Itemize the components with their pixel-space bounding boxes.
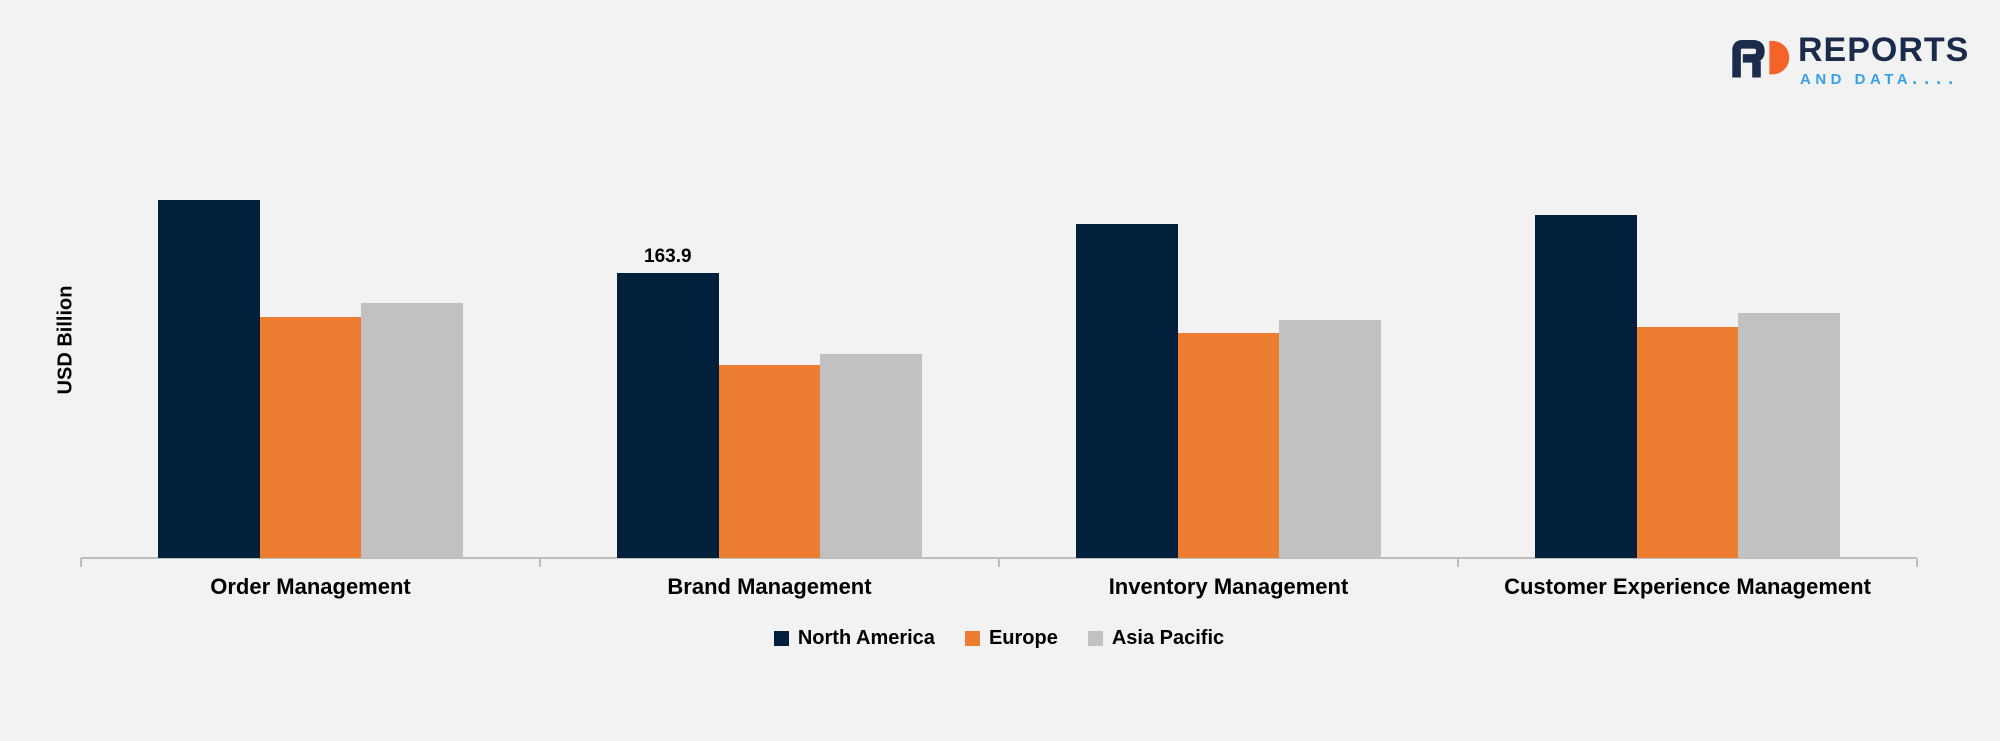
logo-r-path: [1732, 40, 1765, 78]
bar-europe-3: [1177, 333, 1280, 558]
legend-marker-icon: [1087, 631, 1103, 646]
axis-tick: [1457, 558, 1459, 567]
axis-tick: [1916, 558, 1918, 567]
logo-dots: ....: [1912, 68, 1961, 88]
bar-north-america-2: [616, 273, 719, 558]
logo-subtitle: AND DATA: [1800, 71, 1913, 88]
bar-asia-pacific-4: [1738, 313, 1841, 558]
bar-asia-pacific-2: [820, 354, 923, 558]
legend-label: North America: [797, 627, 935, 649]
bar-north-america-3: [1075, 224, 1178, 558]
category-label: Customer Experience Management: [1504, 574, 1871, 599]
legend-item-north-america: North America: [773, 627, 935, 650]
bar-europe-4: [1636, 327, 1739, 558]
bar-asia-pacific-3: [1279, 320, 1382, 558]
legend-label: Europe: [988, 627, 1058, 649]
category-label: Brand Management: [667, 574, 872, 599]
rd-logo-icon: [1732, 40, 1790, 78]
bar-europe-1: [259, 317, 362, 558]
bar-north-america-1: [157, 200, 260, 558]
reports-and-data-logo: REPORTS AND DATA ....: [1728, 33, 1969, 87]
legend-marker-icon: [964, 631, 980, 646]
axis-tick: [998, 558, 1000, 567]
axis-tick: [539, 558, 541, 567]
legend-label: Asia Pacific: [1111, 627, 1225, 649]
logo-text: REPORTS AND DATA ....: [1798, 33, 1969, 87]
legend-marker-icon: [773, 631, 789, 646]
logo-title: REPORTS: [1798, 31, 1970, 69]
data-label: 163.9: [644, 246, 692, 267]
axis-tick: [80, 558, 82, 567]
y-axis-title: USD Billion: [54, 285, 77, 395]
bar-europe-2: [718, 365, 821, 558]
legend: North America Europe Asia Pacific: [81, 627, 1917, 650]
bar-north-america-4: [1534, 215, 1637, 558]
legend-item-asia-pacific: Asia Pacific: [1087, 627, 1225, 650]
bar-asia-pacific-1: [361, 303, 464, 558]
category-label: Inventory Management: [1108, 574, 1349, 599]
logo-d-path: [1769, 40, 1790, 75]
category-label: Order Management: [210, 574, 411, 599]
logo-subtitle-row: AND DATA ....: [1800, 69, 1969, 87]
legend-item-europe: Europe: [964, 627, 1058, 650]
